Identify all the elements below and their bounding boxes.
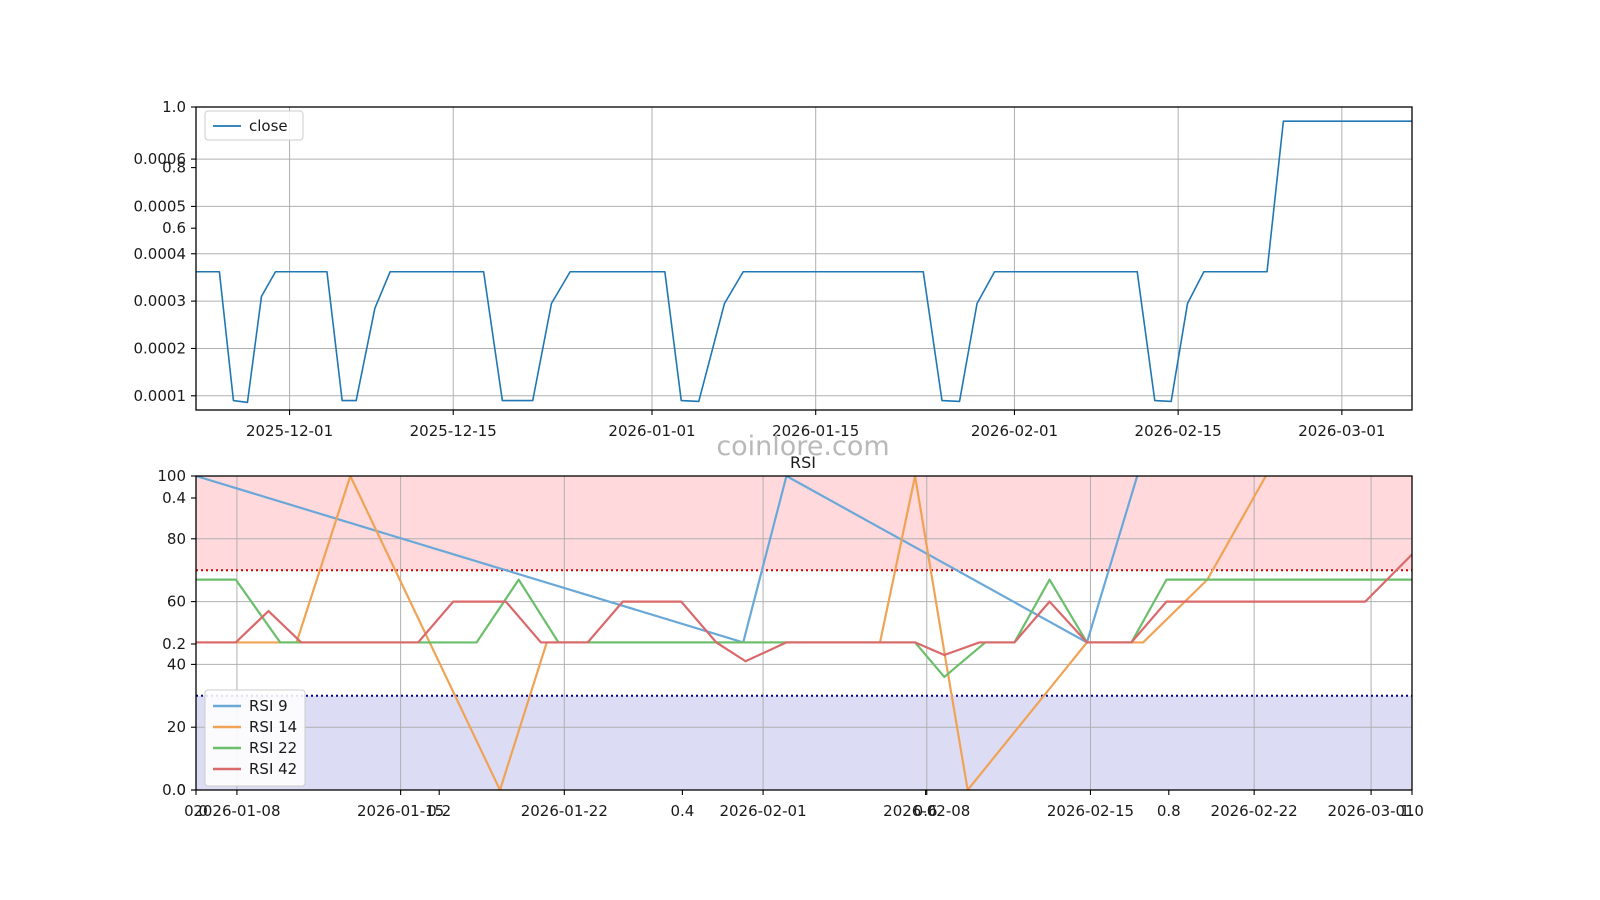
price-y-ghost-tick-label: 1.0 [162, 98, 186, 116]
rsi-x-tick-label: 2026-02-15 [1047, 802, 1134, 820]
rsi-x-ghost-tick-label: 0.8 [1157, 802, 1181, 820]
price-x-tick-label: 2026-01-01 [608, 422, 695, 440]
price-x-tick-label: 2026-02-15 [1135, 422, 1222, 440]
oversold-band [196, 695, 1412, 790]
price-x-tick-label: 2026-03-01 [1298, 422, 1385, 440]
rsi-y-ghost-tick-label: 0.2 [162, 635, 186, 653]
rsi-y-tick-label: 100 [157, 467, 186, 485]
rsi-panel-title: RSI [790, 453, 816, 472]
rsi-x-ghost-tick-label: 1.0 [1400, 802, 1424, 820]
rsi-legend-box [204, 689, 306, 787]
price-plot-background [196, 107, 1412, 410]
price-series-line [196, 120, 1412, 404]
rsi-legend-label: RSI 9 [249, 697, 288, 715]
price-y-ghost-tick-label: 0.8 [162, 159, 186, 177]
price-legend-label: close [249, 117, 288, 135]
price-x-tick-label: 2026-01-15 [772, 422, 859, 440]
price-y-tick-label: 0.0006 [134, 150, 187, 168]
price-chart-panel: 0.0001 0.0002 0.0003 0.0004 0.0005 0.0006 0.6 0… [134, 98, 1413, 440]
rsi-chart-panel: 0 20 40 60 80 100 0.0 0.2 0.4 2026-01-08 2026-01-1… [157, 453, 1424, 820]
price-y-tick-label: 0.0003 [134, 292, 187, 310]
rsi-x-tick-label: 2026-01-08 [193, 802, 280, 820]
rsi-y-tick-label: 40 [167, 655, 186, 673]
rsi-x-tick-label: 2026-02-08 [883, 802, 970, 820]
rsi-x-tick-label: 2026-02-01 [719, 802, 806, 820]
price-y-tick-label: 0.0001 [134, 387, 187, 405]
rsi-legend-label: RSI 22 [249, 739, 297, 757]
price-axes-frame [195, 106, 1413, 411]
price-x-tick-label: 2025-12-01 [246, 422, 333, 440]
overbought-band [196, 476, 1412, 571]
rsi-x-ghost-tick-label: 0.0 [184, 802, 208, 820]
rsi-y-ghost-tick-label: 0.0 [162, 781, 186, 799]
price-y-tick-label: 0.0004 [134, 245, 187, 263]
rsi-series-line [196, 476, 1267, 790]
price-legend[interactable]: close [204, 110, 304, 141]
rsi-series-line [196, 553, 1412, 663]
rsi-y-ghost-tick-label: 0.4 [162, 489, 186, 507]
rsi-y-tick-label: 80 [167, 530, 186, 548]
rsi-legend-label: RSI 14 [249, 718, 297, 736]
watermark-text: coinlore.com [716, 431, 889, 462]
rsi-series-line [196, 476, 1139, 644]
rsi-axes-frame [195, 475, 1413, 791]
price-x-tick-label: 2026-02-01 [971, 422, 1058, 440]
rsi-x-ghost-tick-label: 0.2 [427, 802, 451, 820]
rsi-y-tick-label: 0 [176, 781, 186, 799]
price-y-tick-label: 0.0005 [134, 197, 187, 215]
price-legend-box [204, 110, 304, 141]
rsi-legend[interactable]: RSI 9 RSI 14 RSI 22 RSI 42 [204, 689, 306, 787]
rsi-y-tick-label: 20 [167, 718, 186, 736]
price-x-tick-label: 2025-12-15 [410, 422, 497, 440]
watermark-layer: coinlore.com [716, 431, 889, 462]
rsi-series-layer [196, 476, 1412, 790]
rsi-x-tick-label: 2026-01-22 [521, 802, 608, 820]
rsi-legend-label: RSI 42 [249, 760, 297, 778]
rsi-x-tick-label: 2026-01-15 [357, 802, 444, 820]
rsi-x-ghost-tick-label: 0.4 [670, 802, 694, 820]
rsi-x-tick-label: 2026-03-01 [1327, 802, 1414, 820]
price-y-ghost-tick-label: 0.6 [162, 219, 186, 237]
rsi-y-tick-label: 60 [167, 593, 186, 611]
rsi-x-ghost-tick-label: 0.6 [914, 802, 938, 820]
rsi-x-tick-label: 2026-02-22 [1211, 802, 1298, 820]
price-y-tick-label: 0.0002 [134, 339, 187, 357]
